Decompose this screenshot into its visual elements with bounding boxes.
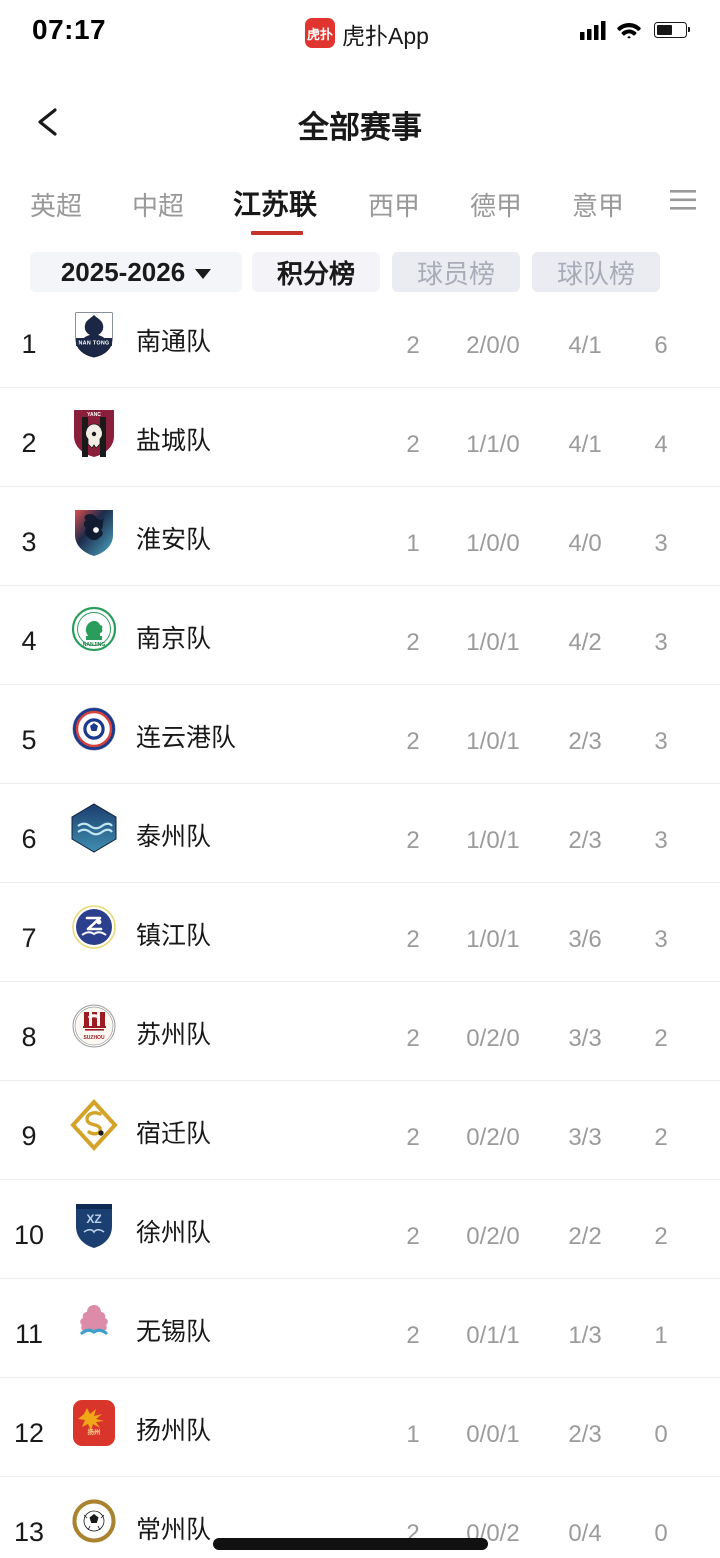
svg-text:YANC: YANC — [87, 412, 101, 418]
svg-text:扬州: 扬州 — [88, 1427, 101, 1436]
svg-text:NAN TONG: NAN TONG — [78, 341, 109, 347]
svg-text:SUZHOU: SUZHOU — [83, 1035, 105, 1041]
svg-text:NANJING: NANJING — [83, 642, 106, 648]
svg-text:XZ: XZ — [86, 1212, 101, 1226]
